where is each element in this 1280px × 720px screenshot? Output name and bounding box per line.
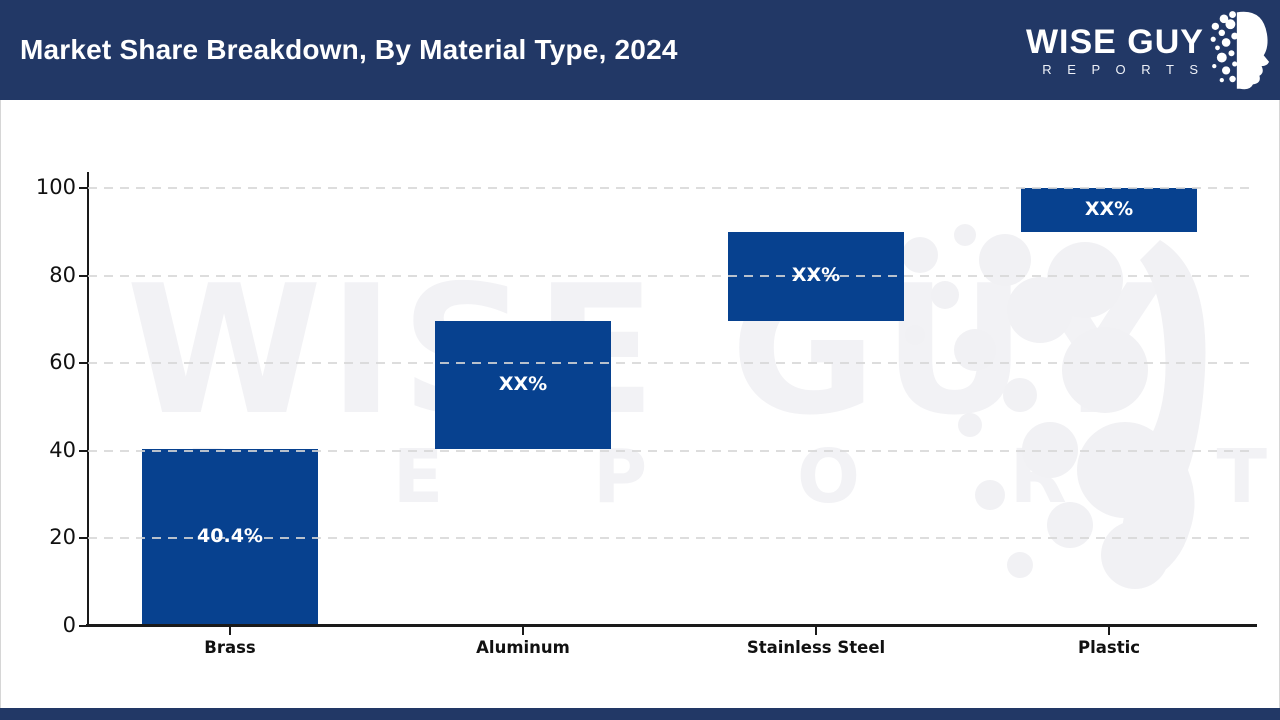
bar-value-label: XX% [498, 372, 548, 395]
y-tick-label: 0 [62, 612, 76, 637]
gridline [88, 274, 1254, 277]
header-bar: Market Share Breakdown, By Material Type… [0, 0, 1280, 100]
x-axis-line [86, 624, 1257, 627]
y-tick-mark [79, 187, 88, 189]
gridline [88, 537, 1254, 539]
x-tick-label: Stainless Steel [746, 638, 886, 657]
y-tick-label: 40 [49, 437, 76, 462]
y-axis-spine [87, 172, 89, 627]
y-tick-label: 80 [49, 262, 76, 287]
gridline [88, 187, 1254, 189]
x-tick-mark [229, 627, 231, 635]
y-tick-mark [79, 537, 88, 539]
bar-value-label: XX% [791, 264, 841, 287]
y-tick-label: 100 [35, 175, 76, 199]
y-tick-mark [79, 449, 88, 452]
brand-logo-text: WISE GUY R E P O R T S [1026, 25, 1204, 76]
y-tick-label: 60 [49, 350, 76, 374]
y-tick-mark [79, 362, 88, 364]
bar-value-label: XX% [1084, 197, 1134, 220]
x-tick-mark [1108, 627, 1110, 635]
bar-value-label: 40.4% [197, 525, 263, 548]
brand-head-icon [1210, 11, 1270, 90]
x-tick-mark [815, 627, 817, 635]
y-tick-mark [79, 274, 88, 277]
bar-aluminum [435, 320, 611, 449]
chart-title: Market Share Breakdown, By Material Type… [20, 34, 678, 65]
brand-logo: WISE GUY R E P O R T S [1026, 7, 1280, 93]
plot-area: 0 20 40 60 80 100 40.4% Brass XX% Aluminum XX% Stai… [0, 100, 1280, 708]
gridline [88, 362, 1254, 364]
brand-logo-line2: R E P O R T S [1042, 61, 1204, 77]
x-tick-label: Plastic [1077, 638, 1141, 657]
y-tick-mark [79, 624, 88, 627]
y-tick-label: 20 [49, 525, 76, 549]
footer-bar [0, 708, 1280, 720]
x-tick-label: Aluminum [476, 638, 570, 657]
brand-logo-line1: WISE GUY [1025, 22, 1204, 61]
x-tick-mark [522, 627, 524, 635]
x-tick-label: Brass [204, 638, 256, 657]
bar-plastic [1021, 188, 1197, 232]
gridline [88, 449, 1254, 452]
